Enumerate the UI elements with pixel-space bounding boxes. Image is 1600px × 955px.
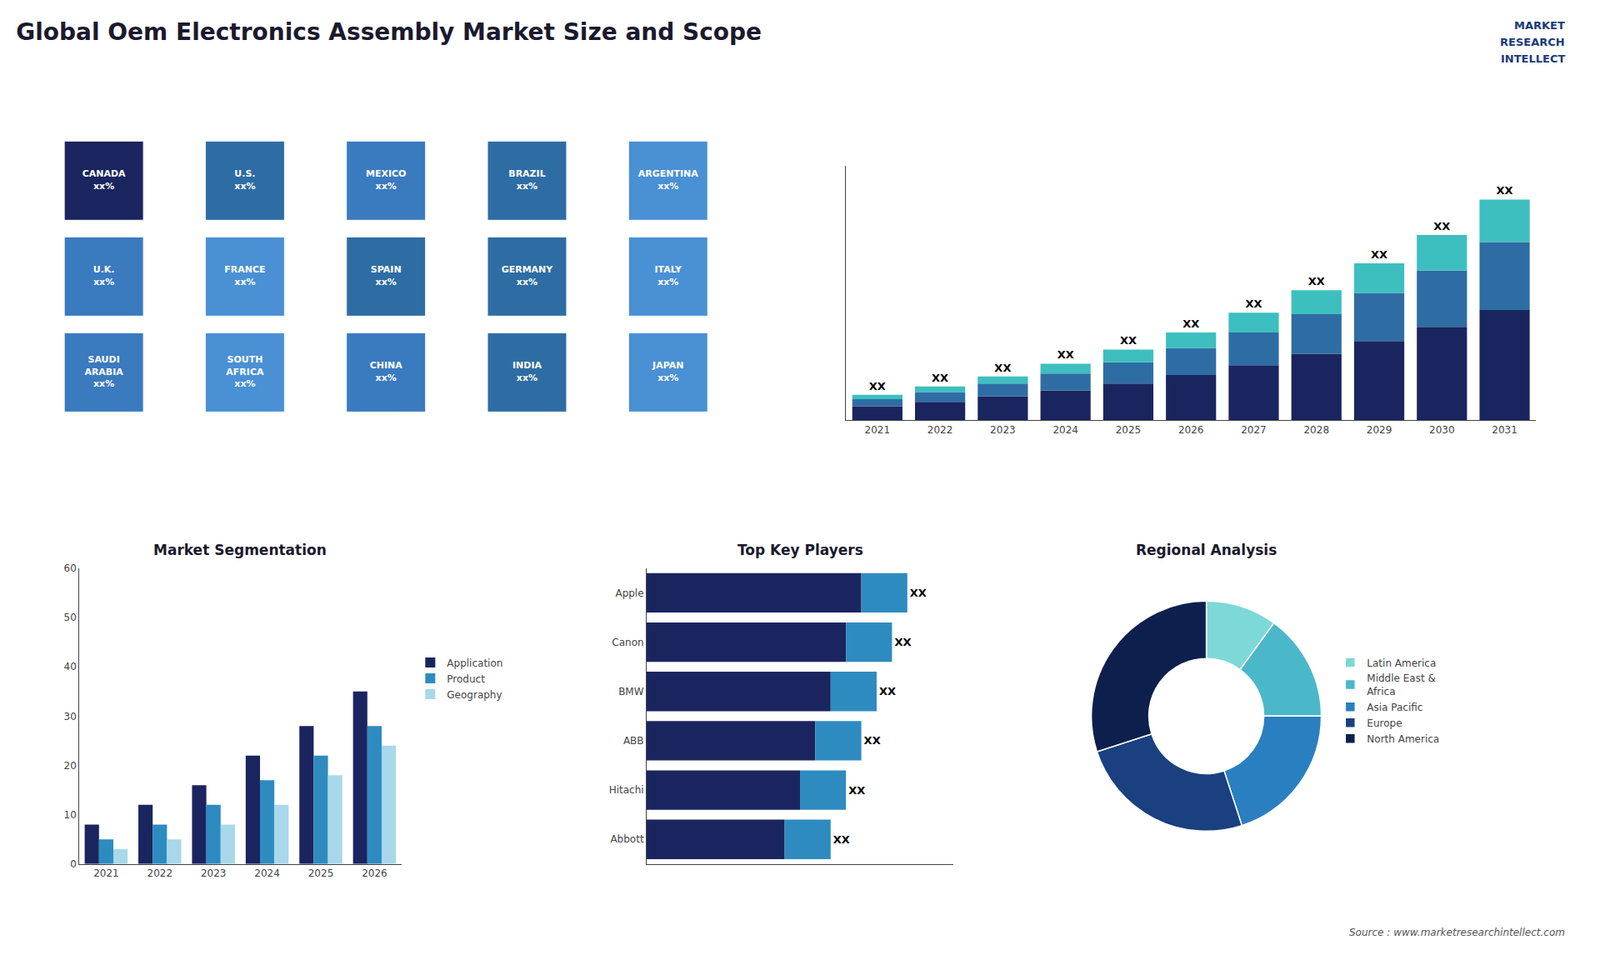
svg-text:XX: XX: [1370, 248, 1388, 261]
svg-text:BRAZILxx%: BRAZILxx%: [508, 168, 545, 191]
svg-text:XX: XX: [1433, 220, 1450, 233]
svg-text:U.K.xx%: U.K.xx%: [93, 264, 115, 287]
svg-text:Source : www.marketresearchint: Source : www.marketresearchintellect.com: [1349, 926, 1565, 939]
svg-text:XX: XX: [1182, 317, 1200, 330]
svg-text:Global Oem Electronics Assembl: Global Oem Electronics Assembly Market S…: [15, 18, 762, 46]
svg-text:2024: 2024: [1052, 424, 1079, 436]
svg-text:2029: 2029: [1366, 424, 1393, 436]
svg-text:10: 10: [64, 809, 77, 821]
svg-text:50: 50: [64, 611, 77, 624]
svg-text:ITALYxx%: ITALYxx%: [654, 264, 683, 287]
svg-text:2024: 2024: [254, 867, 280, 880]
svg-text:ARGENTINAxx%: ARGENTINAxx%: [638, 168, 700, 191]
svg-text:XX: XX: [879, 685, 896, 698]
svg-text:Top Key Players: Top Key Players: [737, 541, 864, 559]
svg-text:XX: XX: [1496, 184, 1514, 197]
svg-text:Middle East &Africa: Middle East &Africa: [1366, 672, 1436, 698]
svg-text:2025: 2025: [1115, 424, 1142, 436]
svg-text:SOUTHAFRICAxx%: SOUTHAFRICAxx%: [225, 354, 265, 390]
svg-text:XX: XX: [833, 833, 850, 846]
svg-text:XX: XX: [848, 784, 865, 797]
svg-text:Market Segmentation: Market Segmentation: [153, 541, 327, 559]
svg-text:2027: 2027: [1240, 424, 1267, 436]
svg-text:ABB: ABB: [623, 735, 645, 747]
svg-text:JAPANxx%: JAPANxx%: [651, 360, 684, 383]
svg-text:U.S.xx%: U.S.xx%: [234, 168, 255, 191]
svg-text:GERMANYxx%: GERMANYxx%: [501, 264, 555, 287]
svg-text:MEXICOxx%: MEXICOxx%: [365, 168, 406, 191]
svg-text:Canon: Canon: [611, 636, 644, 649]
svg-text:CANADAxx%: CANADAxx%: [82, 168, 126, 191]
svg-text:Application: Application: [446, 657, 503, 670]
svg-text:2026: 2026: [1178, 424, 1205, 436]
svg-text:2028: 2028: [1303, 424, 1330, 436]
svg-text:Asia Pacific: Asia Pacific: [1366, 701, 1423, 714]
svg-text:SPAINxx%: SPAINxx%: [370, 264, 402, 287]
svg-text:INTELLECT: INTELLECT: [1500, 52, 1565, 65]
svg-text:Product: Product: [446, 673, 485, 685]
svg-text:MARKET: MARKET: [1514, 19, 1565, 32]
svg-text:Apple: Apple: [615, 587, 644, 600]
svg-text:2023: 2023: [200, 867, 227, 880]
svg-text:Abbott: Abbott: [610, 833, 644, 845]
svg-text:Hitachi: Hitachi: [609, 784, 645, 796]
svg-text:Latin America: Latin America: [1366, 657, 1436, 670]
svg-text:2031: 2031: [1491, 424, 1518, 436]
svg-text:CHINAxx%: CHINAxx%: [370, 360, 404, 383]
svg-text:20: 20: [64, 760, 77, 772]
svg-text:2021: 2021: [93, 867, 120, 880]
svg-text:SAUDIARABIAxx%: SAUDIARABIAxx%: [84, 354, 124, 390]
svg-text:North America: North America: [1366, 733, 1440, 745]
svg-text:2021: 2021: [865, 424, 891, 436]
svg-text:XX: XX: [869, 380, 886, 393]
svg-text:2022: 2022: [147, 867, 174, 880]
svg-text:Geography: Geography: [446, 689, 502, 701]
svg-text:Europe: Europe: [1366, 717, 1402, 730]
svg-text:XX: XX: [1120, 334, 1137, 347]
svg-text:XX: XX: [910, 586, 927, 600]
svg-text:XX: XX: [1057, 348, 1075, 361]
svg-text:2023: 2023: [990, 424, 1016, 436]
svg-text:2025: 2025: [308, 867, 335, 880]
svg-text:FRANCExx%: FRANCExx%: [224, 264, 265, 287]
svg-text:XX: XX: [1308, 275, 1325, 288]
svg-text:2022: 2022: [927, 424, 954, 436]
svg-text:XX: XX: [864, 734, 881, 747]
svg-text:2030: 2030: [1429, 424, 1455, 436]
svg-text:0: 0: [70, 858, 77, 870]
svg-text:XX: XX: [894, 635, 911, 649]
svg-text:BMW: BMW: [618, 685, 645, 698]
svg-text:XX: XX: [1245, 297, 1262, 310]
svg-text:XX: XX: [994, 361, 1011, 375]
svg-text:Regional Analysis: Regional Analysis: [1135, 541, 1277, 559]
svg-text:2026: 2026: [361, 867, 388, 880]
svg-text:XX: XX: [931, 371, 949, 385]
svg-text:RESEARCH: RESEARCH: [1500, 35, 1565, 49]
svg-text:60: 60: [64, 562, 77, 575]
svg-text:40: 40: [64, 660, 77, 673]
svg-text:30: 30: [64, 710, 77, 723]
svg-text:INDIAxx%: INDIAxx%: [512, 360, 543, 383]
